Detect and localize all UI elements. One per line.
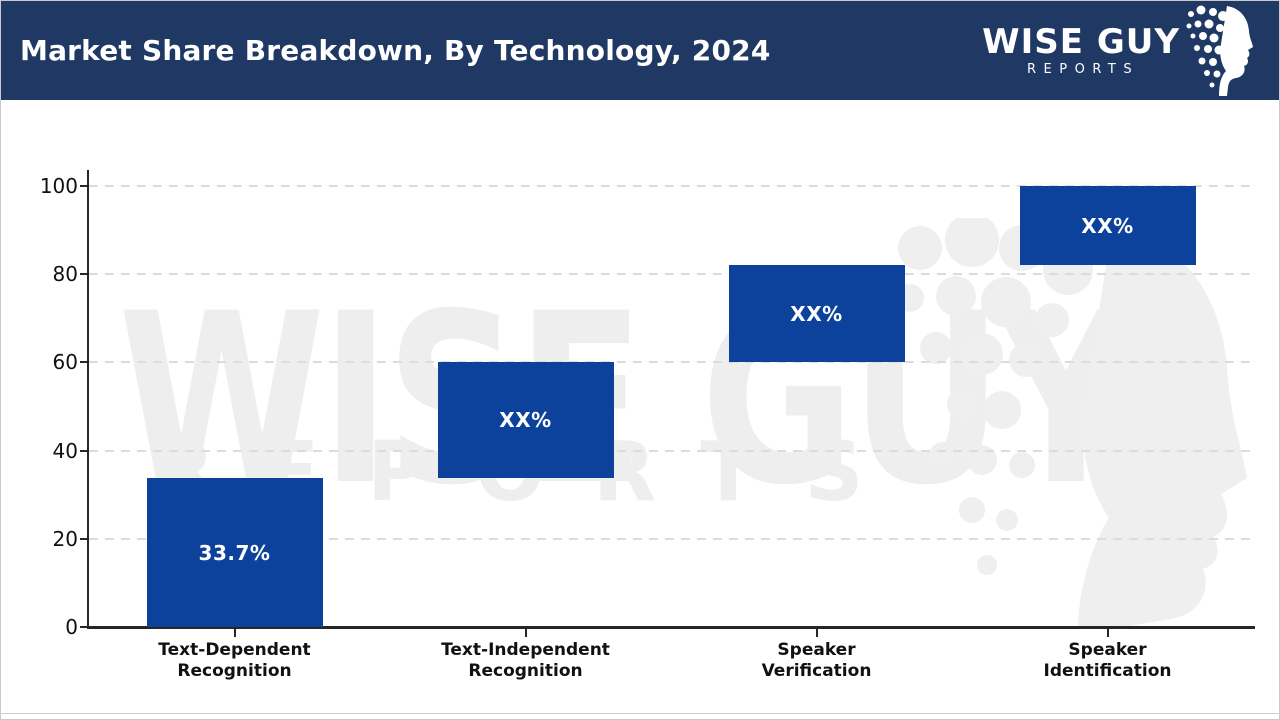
bar-segment: XX% bbox=[728, 265, 905, 363]
gridline-60 bbox=[89, 361, 1253, 364]
page-title: Market Share Breakdown, By Technology, 2… bbox=[20, 33, 771, 67]
y-tick-mark bbox=[80, 185, 88, 187]
bar-value-label: XX% bbox=[790, 301, 843, 326]
header-band: Market Share Breakdown, By Technology, 2… bbox=[0, 0, 1280, 100]
y-tick-label-100: 100 bbox=[39, 174, 78, 198]
x-tick-mark bbox=[815, 629, 818, 637]
y-tick-mark bbox=[80, 273, 88, 276]
category-label: Speaker Identification bbox=[1043, 640, 1172, 681]
dotted-head-profile-icon bbox=[1186, 5, 1253, 96]
bar-value-label: XX% bbox=[1081, 213, 1134, 238]
y-tick-mark bbox=[80, 626, 88, 628]
bottom-divider bbox=[0, 713, 1280, 714]
plot-area: 33.7% XX% XX% XX% bbox=[89, 185, 1253, 627]
y-axis-line bbox=[87, 170, 89, 628]
x-tick-mark bbox=[1106, 629, 1109, 637]
bar-segment: XX% bbox=[437, 362, 614, 479]
brand-logo-text: WISE GUY REPORTS bbox=[982, 25, 1180, 76]
x-tick-mark bbox=[524, 629, 527, 637]
category-label: Text-Independent Recognition bbox=[441, 640, 610, 681]
y-tick-label-20: 20 bbox=[52, 526, 78, 551]
y-tick-label-0: 0 bbox=[65, 615, 78, 639]
category-label: Text-Dependent Recognition bbox=[158, 640, 311, 681]
gridline-40 bbox=[89, 449, 1253, 452]
y-tick-mark bbox=[80, 537, 88, 540]
bar-segment: 33.7% bbox=[146, 478, 323, 627]
y-tick-label-40: 40 bbox=[52, 438, 78, 463]
brand-logo: WISE GUY REPORTS bbox=[982, 4, 1254, 96]
bar-value-label: 33.7% bbox=[198, 540, 271, 565]
brand-subname: REPORTS bbox=[1027, 61, 1140, 77]
bar-value-label: XX% bbox=[499, 408, 552, 433]
brand-name: WISE GUY bbox=[982, 21, 1180, 62]
y-tick-mark bbox=[80, 361, 88, 364]
gridline-80 bbox=[89, 273, 1253, 276]
y-tick-label-60: 60 bbox=[52, 350, 78, 375]
x-axis-line bbox=[87, 626, 1255, 629]
y-tick-mark bbox=[80, 449, 88, 452]
gridline-100 bbox=[89, 185, 1253, 187]
y-tick-label-80: 80 bbox=[52, 262, 78, 287]
gridline-20 bbox=[89, 537, 1253, 540]
x-tick-mark bbox=[233, 629, 236, 637]
bar-segment: XX% bbox=[1019, 186, 1196, 266]
category-label: Speaker Verification bbox=[761, 640, 872, 681]
